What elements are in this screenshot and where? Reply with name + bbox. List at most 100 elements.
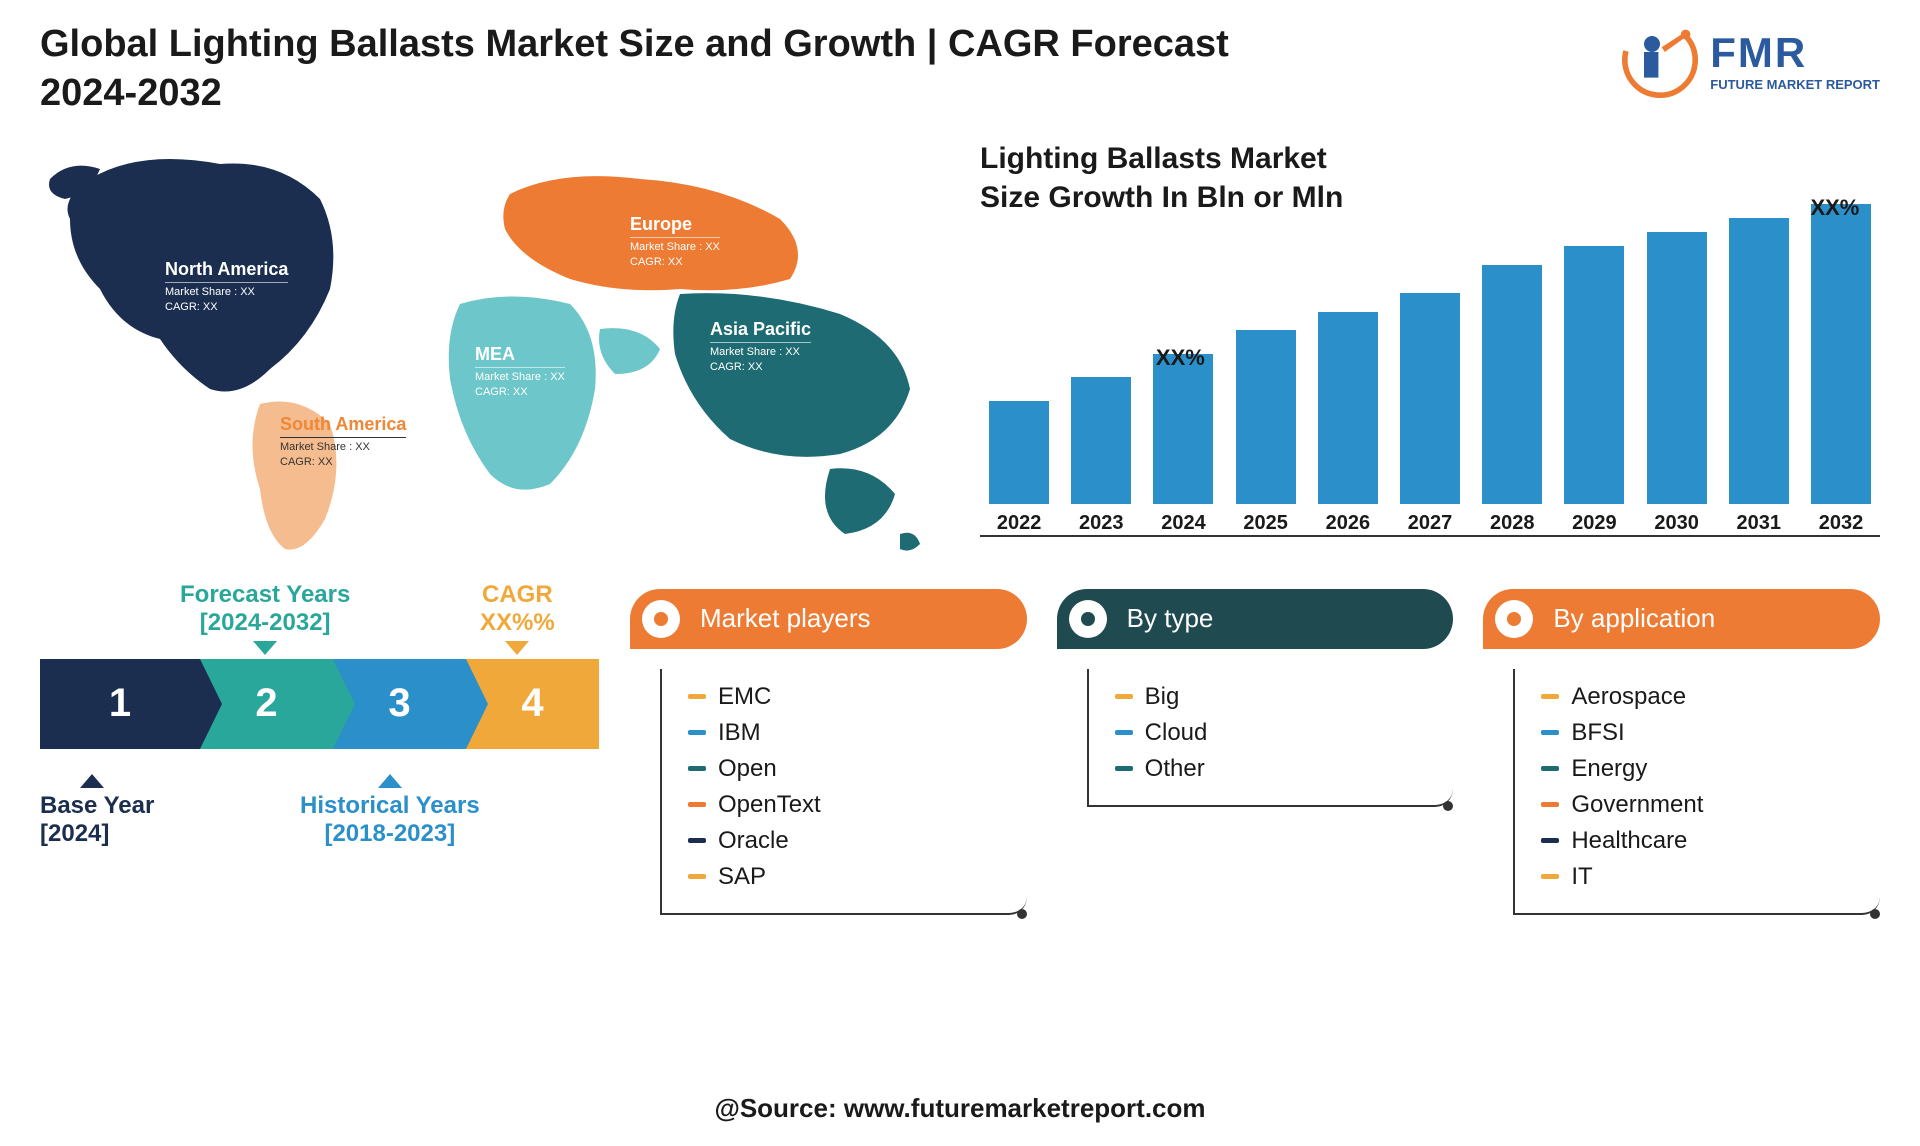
category-by-application: By application Aerospace BFSI Energy Governm… [1483,589,1880,915]
timeline-step-1: 1 [40,659,200,749]
list-item: Big [1115,679,1444,715]
dash-icon [1541,766,1559,771]
chart-title: Lighting Ballasts Market Size Growth In … [980,139,1380,217]
bar [1647,232,1707,504]
arrow-down-icon [253,641,277,655]
bar-2029: 2029 [1559,246,1629,535]
label-forecast: Forecast Years [2024-2032] [180,581,350,655]
dash-icon [1541,874,1559,879]
item-label: Big [1145,683,1180,711]
chart-annotation: XX% [1156,345,1205,371]
list-item: Open [688,751,1017,787]
bar-2027: 2027 [1395,293,1465,535]
dash-icon [688,802,706,807]
arrow-up-icon [80,774,104,788]
item-label: IT [1571,863,1592,891]
dash-icon [1541,838,1559,843]
bar-2023: 2023 [1066,377,1136,535]
item-label: Government [1571,791,1703,819]
dash-icon [1115,694,1133,699]
item-label: BFSI [1571,719,1624,747]
timeline: Forecast Years [2024-2032] CAGR XX%% 123… [40,589,600,749]
main-row: North America Market Share : XX CAGR: XX… [40,139,1880,559]
bar-year-label: 2022 [997,512,1042,535]
bar-year-label: 2024 [1161,512,1206,535]
chart-bars: 2022 2023 2024 2025 2026 2027 2028 2029 2030 2031… [980,227,1880,537]
dash-icon [1541,694,1559,699]
bar [1318,312,1378,504]
chart-annotation: XX% [1810,195,1859,221]
list-item: Aerospace [1541,679,1870,715]
label-north-america: North America Market Share : XX CAGR: XX [165,259,288,316]
bar [989,401,1049,504]
dash-icon [688,874,706,879]
bar [1236,330,1296,503]
label-asia-pacific: Asia Pacific Market Share : XX CAGR: XX [710,319,811,376]
bar-year-label: 2031 [1737,512,1782,535]
bar [1564,246,1624,504]
list-item: Oracle [688,823,1017,859]
source-attribution: @Source: www.futuremarketreport.com [714,1093,1205,1124]
page-title: Global Lighting Ballasts Market Size and… [40,20,1240,119]
item-label: Cloud [1145,719,1208,747]
item-label: Healthcare [1571,827,1687,855]
list-item: OpenText [688,787,1017,823]
label-europe: Europe Market Share : XX CAGR: XX [630,214,720,271]
growth-chart: Lighting Ballasts Market Size Growth In … [980,139,1880,559]
bar-2030: 2030 [1642,232,1712,535]
category-header: By application [1483,589,1880,649]
category-header: Market players [630,589,1027,649]
dash-icon [1541,802,1559,807]
label-cagr: CAGR XX%% [480,581,555,655]
bottom-row: Forecast Years [2024-2032] CAGR XX%% 123… [40,589,1880,915]
bar-year-label: 2028 [1490,512,1535,535]
item-label: Oracle [718,827,789,855]
bar-2024: 2024 [1148,354,1218,535]
logo-subtitle: FUTURE MARKET REPORT [1710,77,1880,92]
bar-year-label: 2030 [1654,512,1699,535]
label-base-year: Base Year [2024] [40,774,154,848]
categories: Market players EMC IBM Open OpenText Oracle SA… [630,589,1880,915]
timeline-steps: 1234 [40,659,600,749]
dash-icon [688,766,706,771]
bar-year-label: 2029 [1572,512,1617,535]
list-item: IT [1541,859,1870,895]
item-label: SAP [718,863,766,891]
category-list: EMC IBM Open OpenText Oracle SAP [660,669,1027,915]
logo-icon [1620,20,1700,100]
item-label: OpenText [718,791,821,819]
dash-icon [688,838,706,843]
arrow-up-icon [378,774,402,788]
item-label: IBM [718,719,761,747]
item-label: Other [1145,755,1205,783]
bar [1153,354,1213,504]
bar-2025: 2025 [1231,330,1301,534]
list-item: Government [1541,787,1870,823]
item-label: Energy [1571,755,1647,783]
list-item: IBM [688,715,1017,751]
list-item: BFSI [1541,715,1870,751]
world-map: North America Market Share : XX CAGR: XX… [40,139,940,559]
list-item: Healthcare [1541,823,1870,859]
item-label: EMC [718,683,771,711]
list-item: Energy [1541,751,1870,787]
bar [1482,265,1542,504]
bar-year-label: 2025 [1243,512,1288,535]
label-mea: MEA Market Share : XX CAGR: XX [475,344,565,401]
header: Global Lighting Ballasts Market Size and… [40,20,1880,119]
bar [1400,293,1460,504]
bar-2022: 2022 [984,401,1054,535]
dash-icon [688,694,706,699]
item-label: Aerospace [1571,683,1686,711]
dash-icon [1541,730,1559,735]
logo-text: FMR [1710,29,1880,77]
category-market-players: Market players EMC IBM Open OpenText Oracle SA… [630,589,1027,915]
bar [1729,218,1789,504]
bar-year-label: 2026 [1326,512,1371,535]
item-label: Open [718,755,777,783]
category-list: Aerospace BFSI Energy Government Healthcare I… [1513,669,1880,915]
category-header: By type [1057,589,1454,649]
bar [1811,204,1871,504]
arrow-down-icon [505,641,529,655]
label-south-america: South America Market Share : XX CAGR: XX [280,414,406,471]
